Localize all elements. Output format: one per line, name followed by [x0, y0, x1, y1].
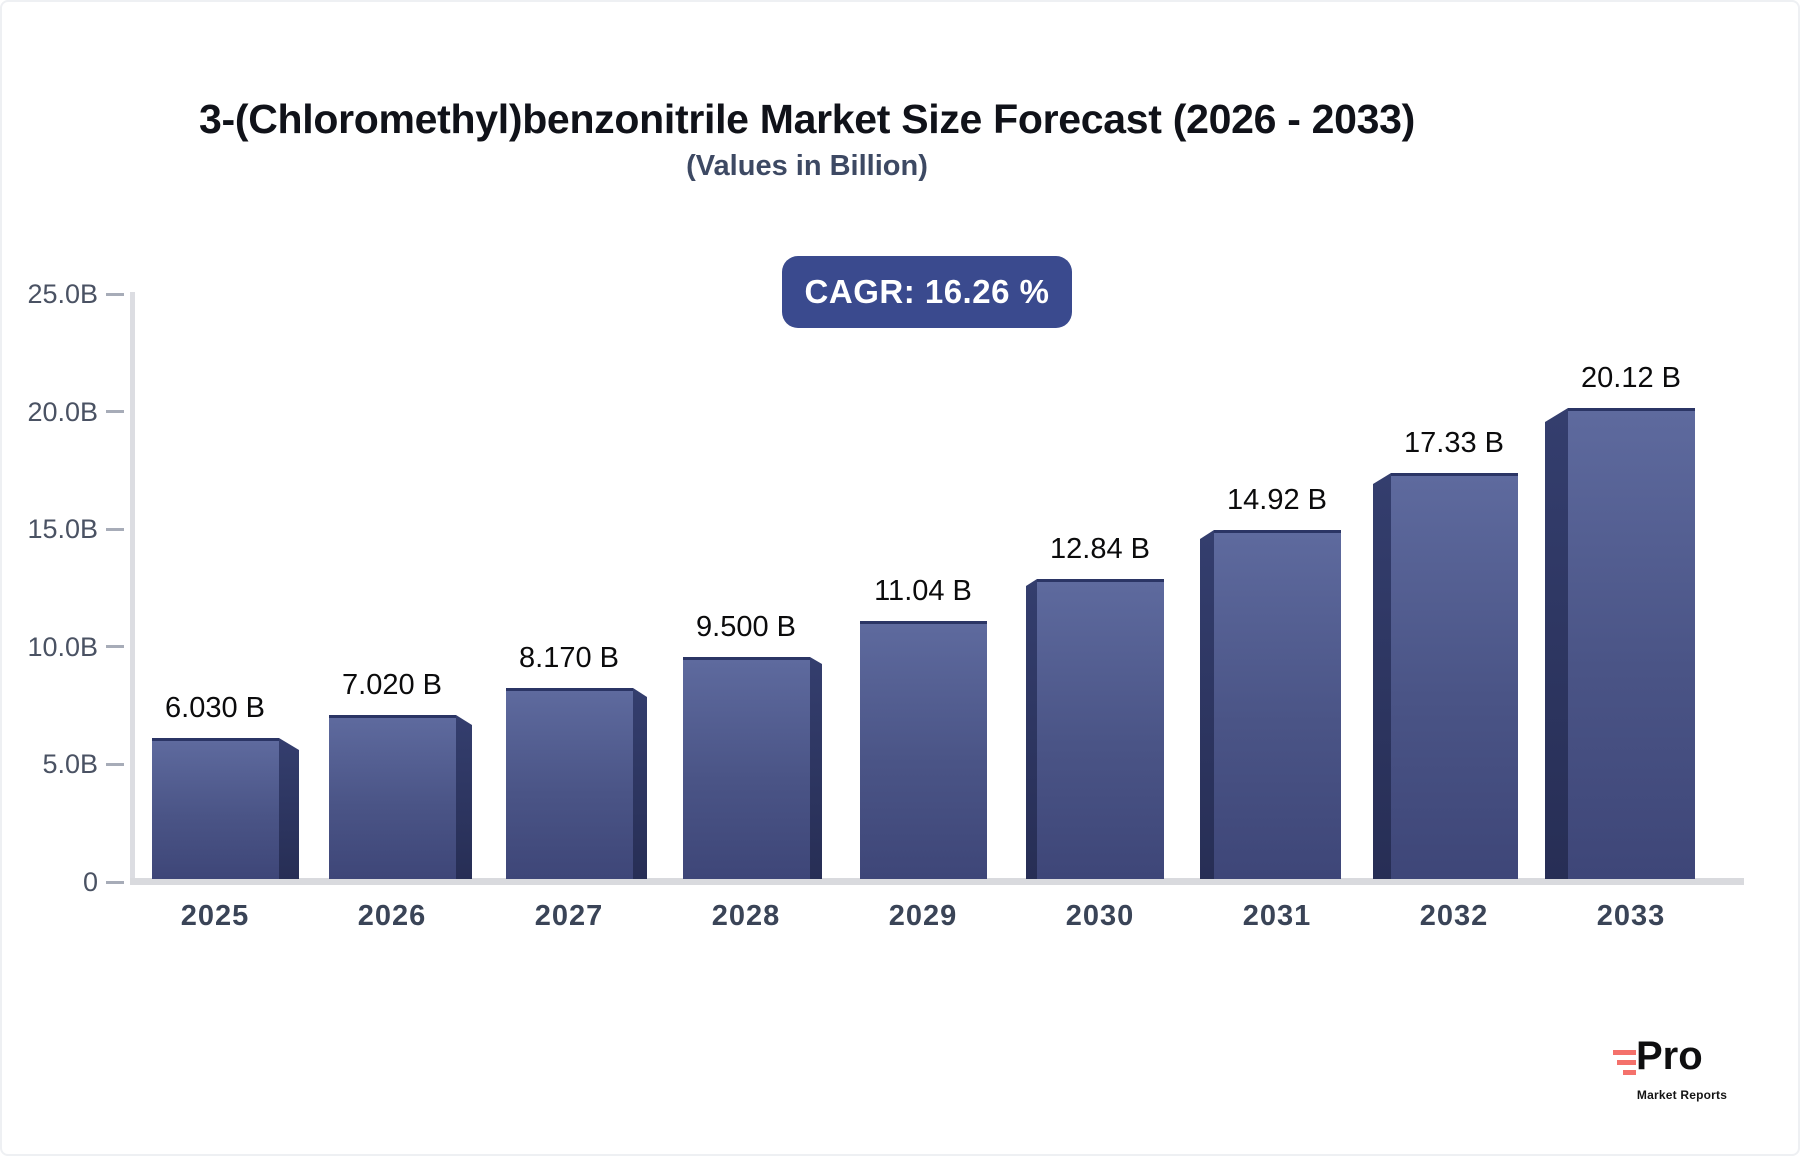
bar-side-face	[1200, 530, 1214, 879]
x-axis-label: 2032	[1419, 900, 1489, 932]
y-tick-icon	[106, 880, 124, 884]
y-axis-line	[130, 292, 135, 885]
logo-bar-icon	[1623, 1070, 1636, 1075]
x-axis-label: 2028	[711, 900, 781, 932]
chart-title: 3-(Chloromethyl)benzonitrile Market Size…	[198, 96, 1416, 142]
bar-side-face	[456, 715, 472, 879]
bar-value-label: 20.12 B	[1581, 362, 1681, 394]
bar-front-face	[860, 621, 987, 879]
bar-value-label: 7.020 B	[342, 669, 442, 701]
x-axis-label: 2029	[888, 900, 958, 932]
x-axis-label: 2031	[1242, 900, 1312, 932]
chart-subtitle: (Values in Billion)	[686, 150, 928, 182]
y-tick-icon	[106, 527, 124, 531]
logo-bar-icon	[1617, 1060, 1636, 1065]
bar-side-face	[1545, 408, 1568, 879]
logo-bar-icon	[1613, 1050, 1636, 1055]
y-tick-icon	[106, 292, 124, 296]
bar-value-label: 6.030 B	[165, 692, 265, 724]
bar-front-face	[1037, 579, 1164, 879]
y-tick-label: 20.0B	[27, 396, 98, 427]
bar-value-label: 8.170 B	[519, 642, 619, 674]
logo-bars-icon	[1610, 1050, 1636, 1090]
y-tick-icon	[106, 645, 124, 649]
cagr-badge-label: CAGR: 16.26 %	[804, 273, 1050, 310]
bar-side-face	[1373, 473, 1391, 879]
bar-value-label: 9.500 B	[696, 611, 796, 643]
logo-tagline: Market Reports	[1636, 1088, 1728, 1102]
x-axis-label: 2026	[357, 900, 427, 932]
bar-front-face	[1214, 530, 1341, 879]
bar-value-label: 14.92 B	[1227, 484, 1327, 516]
bar-front-face	[329, 715, 456, 879]
bar-front-face	[683, 657, 810, 879]
bar-front-face	[152, 738, 279, 879]
x-axis-label: 2030	[1065, 900, 1135, 932]
y-tick-label: 5.0B	[42, 749, 98, 780]
bar-front-face	[1568, 408, 1695, 879]
bar-front-face	[506, 688, 633, 879]
bar-value-label: 11.04 B	[874, 575, 972, 607]
y-tick-icon	[106, 762, 124, 766]
logo-name: Pro	[1636, 1034, 1703, 1078]
x-axis-line	[130, 878, 1744, 885]
logo: Pro Market Reports	[1610, 1034, 1760, 1110]
x-axis-label: 2025	[180, 900, 250, 932]
y-tick-icon	[106, 410, 124, 414]
x-axis-label: 2033	[1596, 900, 1666, 932]
y-tick-label: 15.0B	[27, 514, 98, 545]
bar-side-face	[633, 688, 647, 879]
y-tick-label: 0	[82, 867, 98, 897]
bar-side-face	[810, 657, 822, 879]
bar-value-label: 17.33 B	[1404, 427, 1504, 459]
y-tick-label: 25.0B	[27, 279, 98, 309]
cagr-badge: CAGR: 16.26 %	[782, 256, 1072, 328]
bar-front-face	[1391, 473, 1518, 879]
bar-side-face	[279, 738, 299, 879]
y-tick-label: 10.0B	[27, 631, 98, 662]
x-axis-label: 2027	[534, 900, 604, 932]
bar-side-face	[1026, 579, 1037, 879]
bar-value-label: 12.84 B	[1050, 533, 1150, 565]
